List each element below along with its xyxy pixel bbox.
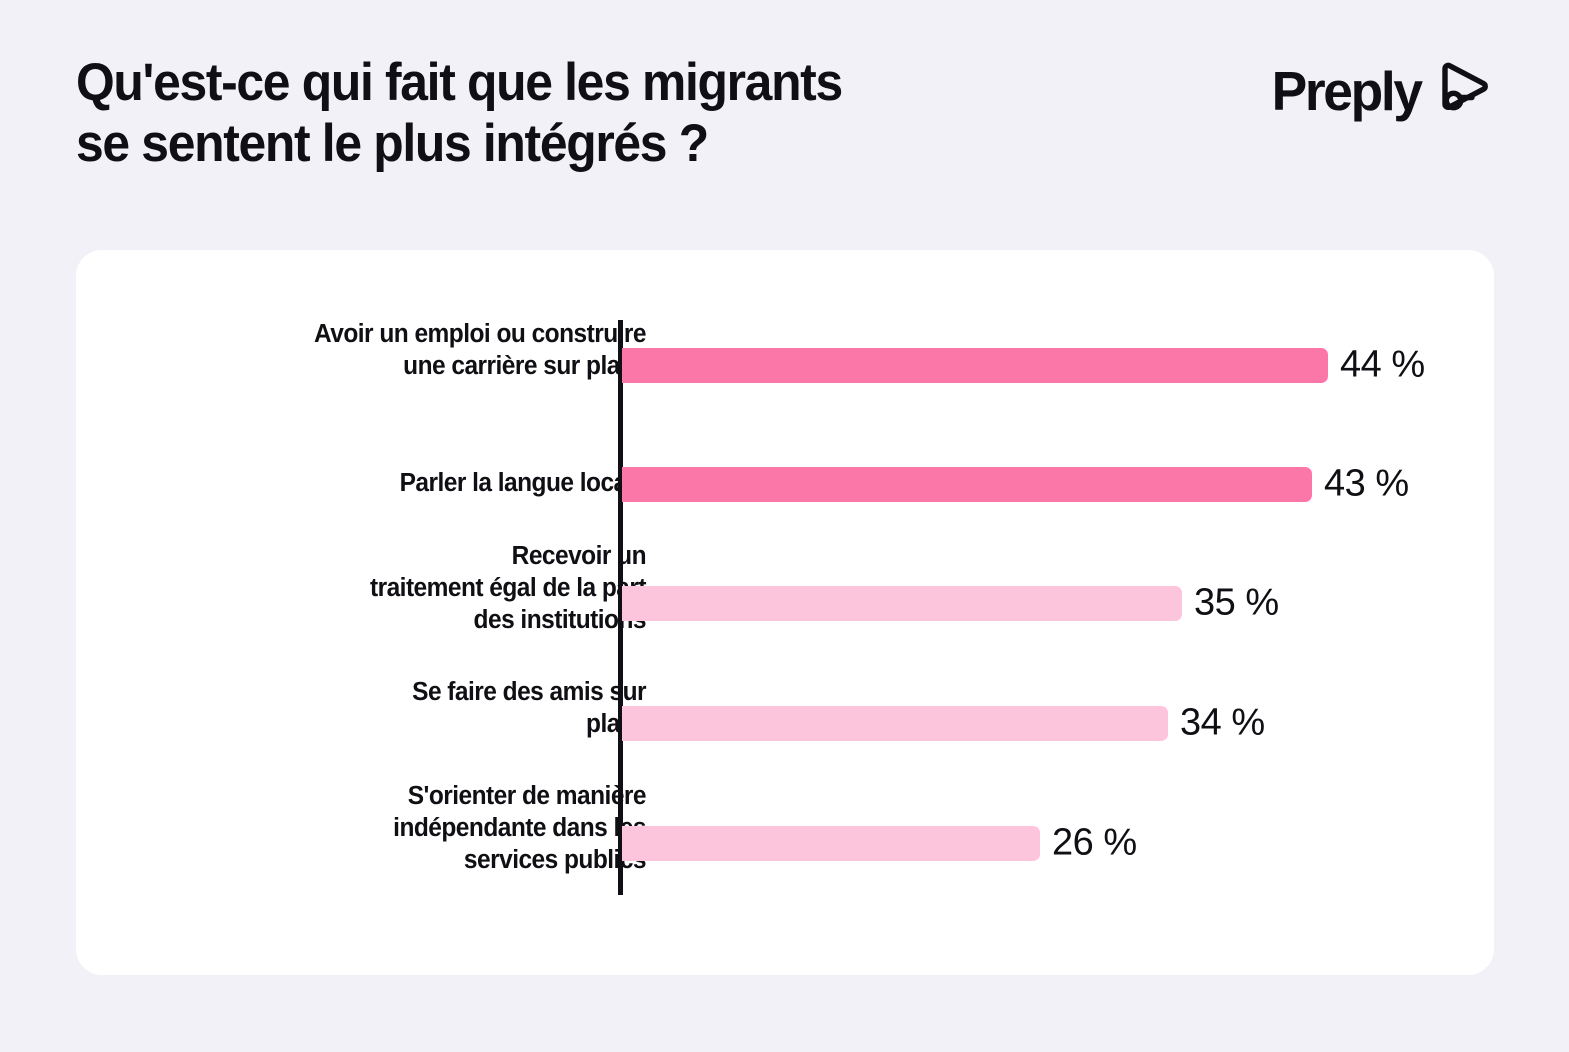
chart-category-label-3: Recevoir un traitement égal de la part d… [204,541,647,637]
preply-logo: Preply [1267,58,1493,125]
chart-bar-4 [622,706,1168,741]
chart-bar-rows: Avoir un emploi ou construire une carriè… [76,250,1494,975]
chart-category-label-5-line-1: S'orienter de manière [407,782,647,810]
chart-value-label-2: 43 % [1324,462,1409,505]
chart-category-label-4-line-1: Se faire des amis sur [412,678,646,706]
horizontal-bar-chart: Avoir un emploi ou construire une carriè… [76,250,1494,975]
chart-value-label-1: 44 % [1340,343,1425,386]
chart-category-label-2-line-1: Parler la langue locale [399,469,647,497]
page-header: Qu'est-ce qui fait que les migrants se s… [0,0,1569,250]
preply-play-bubble-icon [1431,58,1493,125]
chart-value-label-3: 35 % [1194,581,1279,624]
chart-category-label-1-line-2: une carrière sur place [403,351,646,380]
chart-category-label-1-line-1: Avoir un emploi ou construire [314,320,647,348]
chart-category-label-4: Se faire des amis sur place [204,677,646,741]
chart-category-label-1: Avoir un emploi ou construire une carriè… [204,319,647,383]
chart-category-label-2: Parler la langue locale [204,468,647,500]
preply-wordmark: Preply [1271,60,1423,122]
chart-card: Avoir un emploi ou construire une carriè… [76,250,1494,975]
chart-row-2: Parler la langue locale 43 % [76,462,1494,504]
chart-category-label-3-line-3: des institutions [473,605,647,634]
chart-value-label-5: 26 % [1052,821,1137,864]
chart-row-4: Se faire des amis sur place 34 % [76,678,1494,743]
page-title-line-1: Qu'est-ce qui fait que les migrants [76,53,843,112]
chart-category-label-5-line-2: indépendante dans les [393,813,646,842]
chart-category-label-3-line-1: Recevoir un [511,542,647,570]
page-title: Qu'est-ce qui fait que les migrants se s… [76,52,843,175]
chart-row-1: Avoir un emploi ou construire une carriè… [76,320,1494,385]
chart-bar-3 [622,586,1182,621]
chart-row-3: Recevoir un traitement égal de la part d… [76,542,1494,634]
chart-bar-5 [622,826,1040,861]
chart-bar-2 [622,467,1312,502]
chart-row-5: S'orienter de manière indépendante dans … [76,782,1494,874]
chart-category-label-3-line-2: traitement égal de la part [369,573,647,602]
chart-axis-line [618,320,623,895]
chart-bar-1 [622,348,1328,383]
chart-category-label-5: S'orienter de manière indépendante dans … [204,781,646,877]
chart-category-label-4-line-2: place [586,709,646,738]
chart-category-label-5-line-3: services publics [463,845,647,874]
chart-value-label-4: 34 % [1180,701,1265,744]
page-title-line-2: se sentent le plus intégrés ? [76,114,709,174]
